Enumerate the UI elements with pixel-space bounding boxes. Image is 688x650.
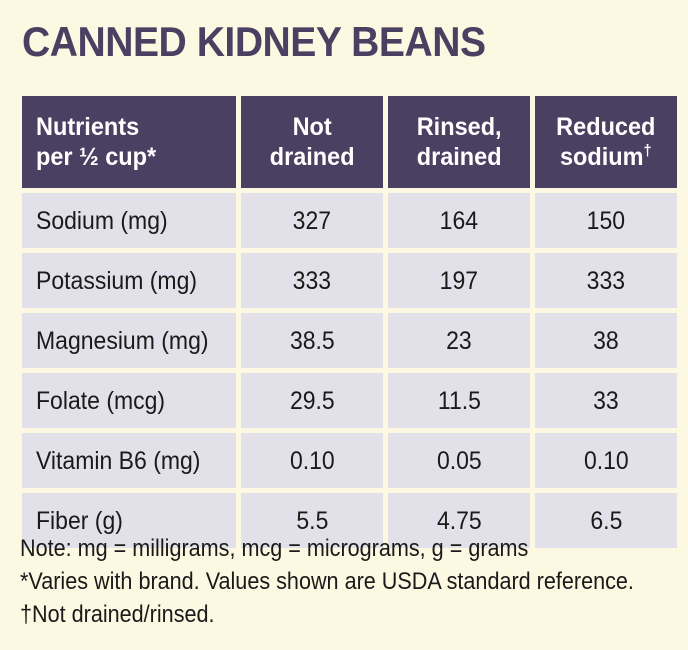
header-reduced-sodium-text: sodium: [560, 143, 644, 171]
footnote-dagger: †Not drained/rinsed.: [20, 601, 215, 628]
value-rinsed-drained: 4.75: [436, 506, 482, 535]
dagger-marker: †: [643, 142, 652, 160]
table-header-row: Nutrients per ½ cup* Not drained Rinsed,…: [22, 96, 677, 188]
value-reduced-sodium: 33: [593, 386, 619, 415]
header-rinsed-drained-line2: drained: [416, 143, 502, 171]
value-not-drained: 327: [292, 206, 332, 235]
nutrient-label: Potassium (mg): [36, 266, 198, 295]
nutrient-label: Sodium (mg): [36, 206, 168, 235]
cell-rinsed-drained: 23: [388, 313, 530, 368]
footnote-units: Note: mg = milligrams, mcg = micrograms,…: [20, 535, 529, 562]
cell-reduced-sodium: 33: [535, 373, 677, 428]
table-row: Sodium (mg) 327 164 150: [22, 193, 677, 248]
nutrition-table: Nutrients per ½ cup* Not drained Rinsed,…: [22, 96, 677, 548]
footnote-asterisk: *Varies with brand. Values shown are USD…: [20, 568, 634, 595]
cell-not-drained: 5.5: [241, 493, 383, 548]
value-reduced-sodium: 150: [586, 206, 626, 235]
header-rinsed-drained-line1: Rinsed,: [416, 113, 502, 141]
cell-reduced-sodium: 38: [535, 313, 677, 368]
table-row: Fiber (g) 5.5 4.75 6.5: [22, 493, 677, 548]
value-not-drained: 0.10: [289, 446, 335, 475]
value-not-drained: 5.5: [296, 506, 328, 535]
value-rinsed-drained: 11.5: [437, 386, 481, 415]
header-cell-nutrients: Nutrients per ½ cup*: [22, 96, 236, 188]
value-rinsed-drained: 0.05: [436, 446, 482, 475]
value-not-drained: 333: [292, 266, 332, 295]
value-not-drained: 38.5: [289, 326, 335, 355]
cell-rinsed-drained: 197: [388, 253, 530, 308]
header-reduced-sodium-line2: sodium†: [556, 142, 655, 172]
header-cell-not-drained: Not drained: [241, 96, 383, 188]
cell-not-drained: 333: [241, 253, 383, 308]
value-reduced-sodium: 0.10: [583, 446, 629, 475]
value-reduced-sodium: 333: [586, 266, 626, 295]
value-not-drained: 29.5: [289, 386, 335, 415]
table-row: Magnesium (mg) 38.5 23 38: [22, 313, 677, 368]
nutrient-label: Vitamin B6 (mg): [36, 446, 201, 475]
cell-rinsed-drained: 4.75: [388, 493, 530, 548]
footnotes: Note: mg = milligrams, mcg = micrograms,…: [20, 532, 680, 631]
cell-not-drained: 38.5: [241, 313, 383, 368]
nutrient-label: Magnesium (mg): [36, 326, 209, 355]
nutrient-label: Folate (mcg): [36, 386, 166, 415]
nutrient-label: Fiber (g): [36, 506, 123, 535]
value-rinsed-drained: 197: [439, 266, 479, 295]
cell-not-drained: 29.5: [241, 373, 383, 428]
header-nutrients-line1: Nutrients: [36, 113, 140, 141]
header-cell-reduced-sodium: Reduced sodium†: [535, 96, 677, 188]
value-reduced-sodium: 6.5: [590, 506, 622, 535]
value-rinsed-drained: 164: [439, 206, 479, 235]
header-not-drained-line2: drained: [269, 143, 355, 171]
value-rinsed-drained: 23: [446, 326, 472, 355]
cell-reduced-sodium: 150: [535, 193, 677, 248]
header-reduced-sodium-line1: Reduced: [556, 113, 656, 141]
cell-reduced-sodium: 0.10: [535, 433, 677, 488]
page-title: CANNED KIDNEY BEANS: [22, 18, 486, 65]
header-not-drained-line1: Not: [292, 113, 332, 141]
cell-not-drained: 327: [241, 193, 383, 248]
header-nutrients-line2: per ½ cup*: [36, 143, 157, 171]
cell-nutrient-name: Folate (mcg): [22, 373, 236, 428]
table-row: Vitamin B6 (mg) 0.10 0.05 0.10: [22, 433, 677, 488]
table-row: Folate (mcg) 29.5 11.5 33: [22, 373, 677, 428]
table-row: Potassium (mg) 333 197 333: [22, 253, 677, 308]
cell-nutrient-name: Vitamin B6 (mg): [22, 433, 236, 488]
cell-rinsed-drained: 11.5: [388, 373, 530, 428]
value-reduced-sodium: 38: [593, 326, 619, 355]
cell-not-drained: 0.10: [241, 433, 383, 488]
cell-rinsed-drained: 164: [388, 193, 530, 248]
cell-nutrient-name: Sodium (mg): [22, 193, 236, 248]
cell-nutrient-name: Magnesium (mg): [22, 313, 236, 368]
cell-nutrient-name: Potassium (mg): [22, 253, 236, 308]
cell-reduced-sodium: 6.5: [535, 493, 677, 548]
cell-reduced-sodium: 333: [535, 253, 677, 308]
header-cell-rinsed-drained: Rinsed, drained: [388, 96, 530, 188]
cell-rinsed-drained: 0.05: [388, 433, 530, 488]
cell-nutrient-name: Fiber (g): [22, 493, 236, 548]
